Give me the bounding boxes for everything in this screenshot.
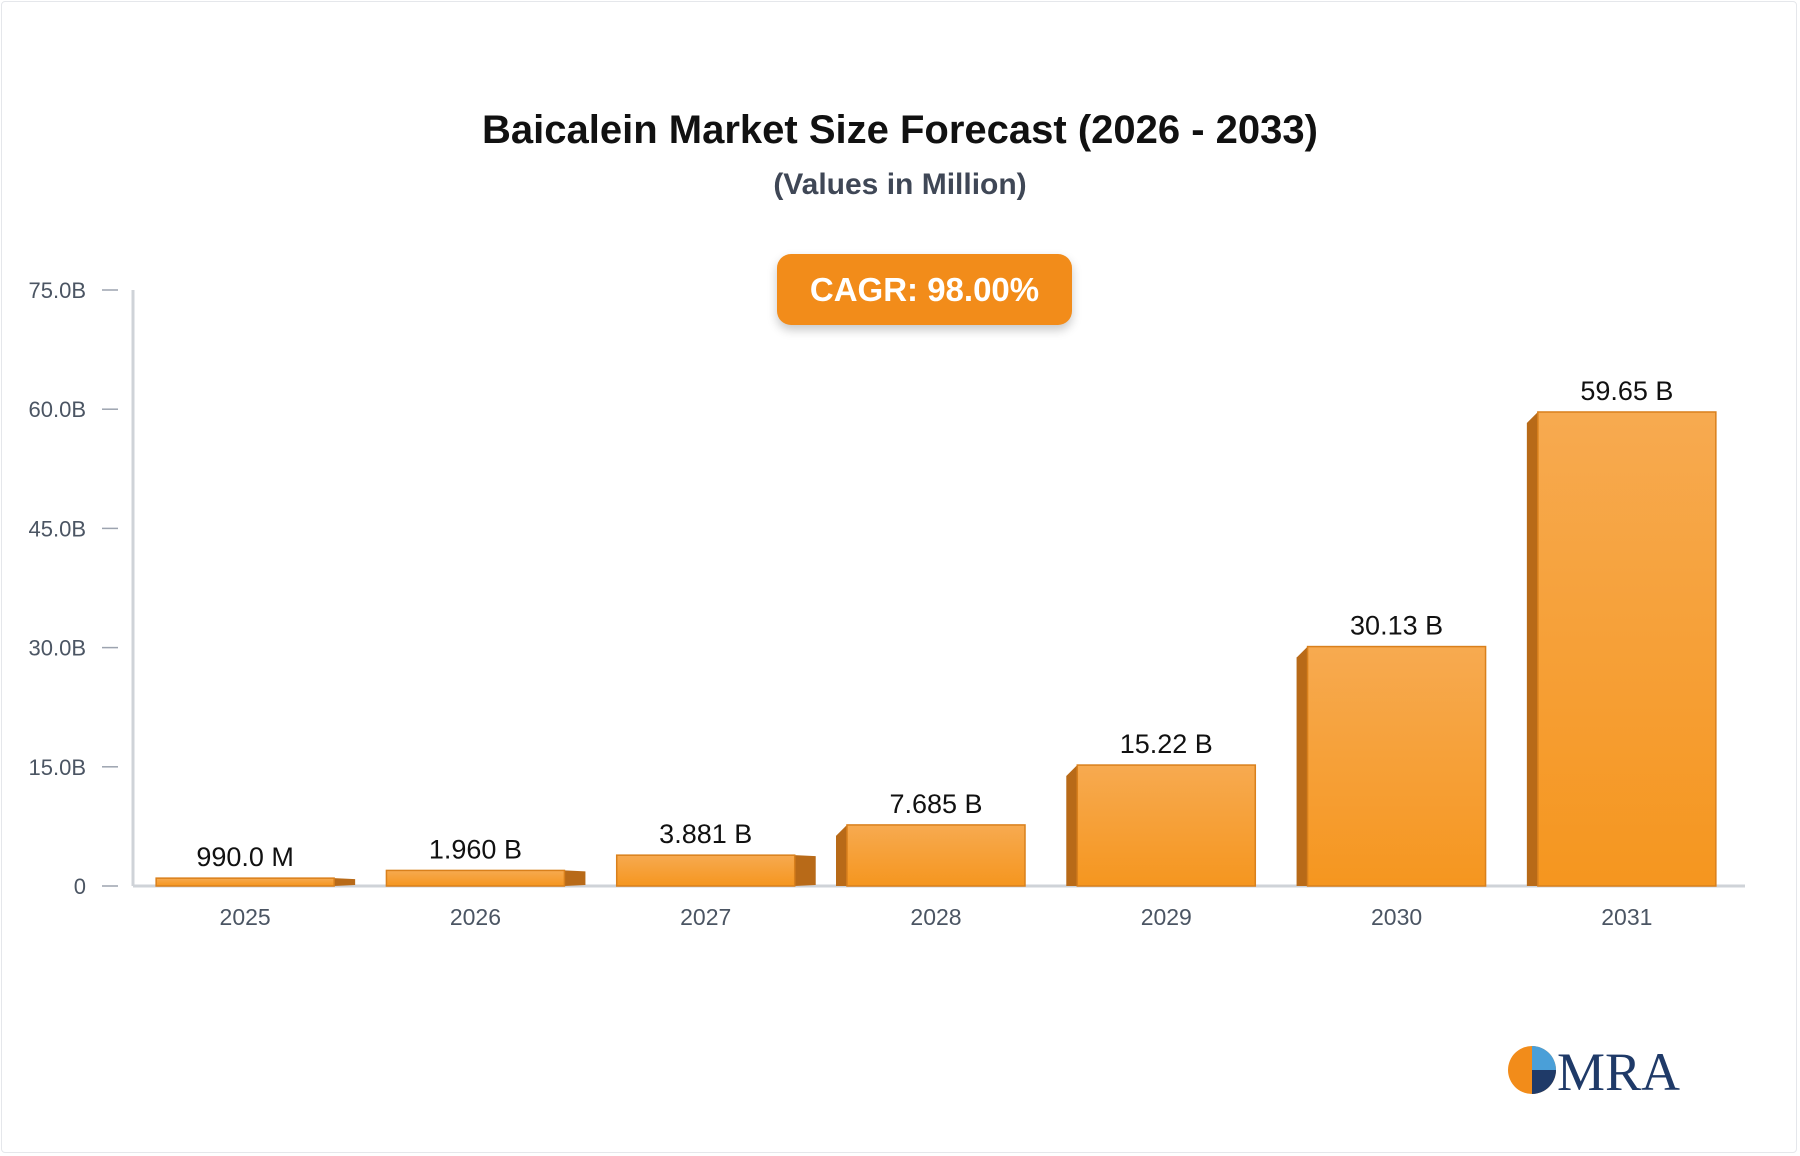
y-tick-label: 75.0B	[29, 278, 87, 303]
chart-subtitle: (Values in Million)	[773, 168, 1027, 201]
chart-title: Baicalein Market Size Forecast (2026 - 2…	[482, 108, 1318, 152]
labels: 990.0 M 2025 1.960 B 2026 3.881 B 2027 7.685 B…	[196, 376, 1673, 930]
bars	[155, 411, 1717, 887]
value-label: 30.13 B	[1350, 611, 1443, 641]
bar-front	[1306, 645, 1487, 887]
value-label: 1.960 B	[429, 834, 522, 864]
x-tick-label: 2030	[1371, 904, 1422, 930]
bar-front	[385, 869, 566, 887]
logo-text: MRA	[1557, 1042, 1680, 1100]
x-tick-label: 2027	[680, 904, 731, 930]
value-label: 7.685 B	[889, 789, 982, 819]
bar-front	[1537, 411, 1717, 887]
bar-side	[564, 870, 586, 886]
axes: 0 15.0B 30.0B 45.0B 60.0B 75.0B	[29, 278, 1745, 899]
bar-2031	[1526, 411, 1717, 887]
value-label: 15.22 B	[1120, 729, 1213, 759]
cagr-badge: CAGR: 98.00%	[777, 254, 1072, 325]
bar-side	[1296, 646, 1308, 886]
value-label: 3.881 B	[659, 819, 752, 849]
bar-2026	[385, 869, 586, 887]
y-tick-label: 15.0B	[29, 755, 87, 780]
mra-logo: MRA	[1505, 1040, 1695, 1102]
bar-2027	[615, 854, 816, 887]
value-label: 990.0 M	[196, 842, 294, 872]
bar-front	[846, 824, 1026, 887]
bar-2029	[1066, 764, 1257, 887]
y-tick-label: 0	[74, 874, 86, 899]
y-tick-label: 45.0B	[29, 516, 87, 541]
bar-side	[1526, 411, 1538, 886]
x-tick-label: 2026	[450, 904, 501, 930]
bar-2028	[836, 824, 1026, 887]
bar-front	[1076, 764, 1257, 887]
bar-side	[836, 824, 847, 886]
logo-pie-icon	[1508, 1046, 1556, 1094]
bar-front	[615, 854, 796, 887]
value-label: 59.65 B	[1580, 376, 1673, 406]
bar-2030	[1296, 645, 1487, 887]
bar-front	[155, 877, 335, 887]
y-tick-label: 30.0B	[29, 636, 87, 661]
bar-2025	[155, 877, 356, 887]
bar-side	[1066, 765, 1078, 886]
bar-side	[334, 878, 356, 886]
y-tick-label: 60.0B	[29, 397, 87, 422]
x-tick-label: 2028	[910, 904, 961, 930]
bar-side	[794, 855, 816, 886]
x-tick-label: 2029	[1141, 904, 1192, 930]
x-tick-label: 2025	[220, 904, 271, 930]
x-tick-label: 2031	[1601, 904, 1652, 930]
